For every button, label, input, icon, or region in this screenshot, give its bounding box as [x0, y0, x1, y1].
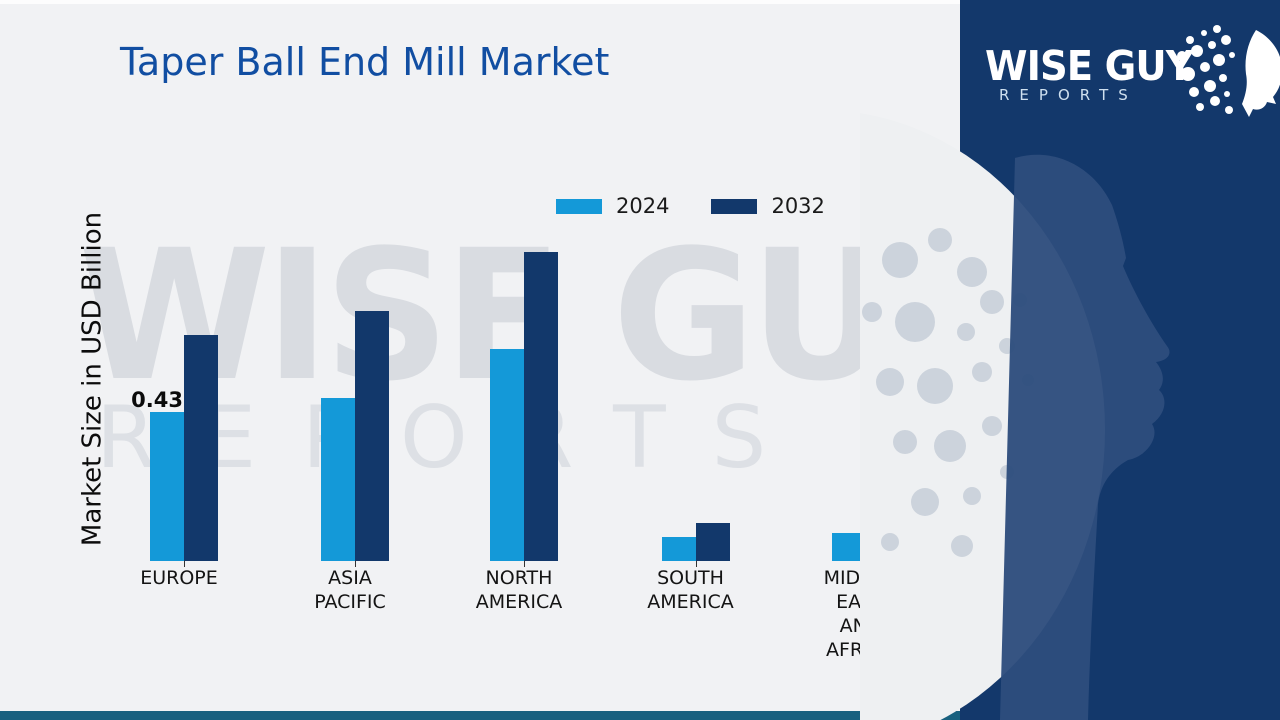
- x-axis-tick-south-america: [695, 561, 697, 567]
- x-axis-tick-asia-pacific: [355, 561, 356, 567]
- bar-europe-2024: [150, 412, 184, 561]
- x-axis-tick-north-america: [524, 561, 525, 567]
- legend-item-2032: 2032: [711, 194, 825, 218]
- y-axis-label: Market Size in USD Billion: [77, 211, 108, 547]
- logo-reports-text: REPORTS: [999, 86, 1138, 104]
- x-label-south-america: SOUTH AMERICA: [647, 567, 734, 613]
- x-axis-tick-europe: [184, 561, 185, 567]
- bar-asia-pacific-2024: [321, 398, 355, 561]
- legend-label-2032: 2032: [771, 194, 825, 218]
- x-label-asia-pacific: ASIA PACIFIC: [314, 567, 386, 613]
- bottom-accent-strip: [0, 711, 1280, 720]
- top-border: [0, 0, 1280, 4]
- legend-swatch-2024: [556, 198, 602, 214]
- bar-value-label-europe-2024: 0.43: [131, 388, 183, 412]
- bar-europe-2032: [184, 335, 218, 561]
- x-label-europe: EUROPE: [140, 567, 218, 589]
- legend-label-2024: 2024: [616, 194, 670, 218]
- bar-south-america-2032: [695, 523, 730, 561]
- x-label-north-america: NORTH AMERICA: [475, 567, 563, 613]
- legend-item-2024: 2024: [556, 194, 669, 218]
- bar-south-america-2024: [661, 537, 696, 561]
- face-profile-silhouette: [1000, 154, 1170, 720]
- legend-swatch-2032: [711, 198, 758, 214]
- page-title: Taper Ball End Mill Market: [120, 40, 610, 84]
- bar-asia-pacific-2032: [355, 311, 389, 561]
- bar-north-america-2032: [524, 252, 558, 561]
- dot-texture: [862, 228, 1034, 557]
- logo-face-icon: [1177, 25, 1280, 117]
- brand-panel-graphic: [860, 0, 1280, 720]
- chart-legend: 2024 2032: [556, 194, 825, 218]
- bar-north-america-2024: [490, 349, 524, 561]
- logo-brand-text: WISE GUY: [985, 42, 1194, 90]
